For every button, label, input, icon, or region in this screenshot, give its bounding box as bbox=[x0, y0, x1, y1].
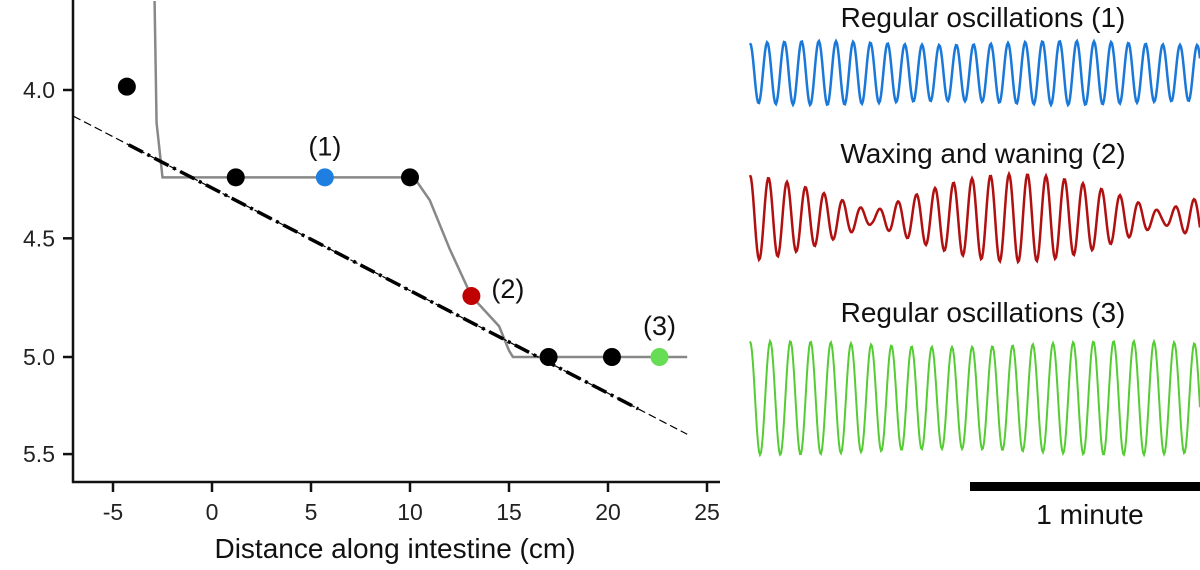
x-tick-label: 25 bbox=[694, 499, 720, 525]
distance-chart: -5 0 5 10 15 20 25 4.0 4.5 5.0 5.5 (1) (2) (3) Dist… bbox=[23, 0, 720, 564]
y-tick-label: 5.5 bbox=[23, 441, 55, 467]
data-point bbox=[401, 168, 419, 187]
dashed-line-thin bbox=[73, 115, 688, 435]
y-tick-label: 4.5 bbox=[23, 225, 55, 251]
data-point bbox=[539, 348, 558, 366]
scale-bar bbox=[970, 482, 1200, 491]
dashed-line-thick bbox=[127, 143, 639, 411]
x-tick-label: 0 bbox=[206, 499, 219, 525]
point-annotation: (1) bbox=[308, 131, 341, 161]
scale-bar-label: 1 minute bbox=[1036, 499, 1143, 530]
trace-regular-3 bbox=[749, 338, 1200, 458]
x-tick-label: 10 bbox=[397, 499, 423, 525]
y-tick-label: 4.0 bbox=[23, 77, 55, 103]
x-tick-label: -5 bbox=[103, 499, 123, 525]
gray-fit-line bbox=[153, 0, 688, 359]
point-annotation: (3) bbox=[643, 311, 676, 341]
trace-regular-1 bbox=[748, 38, 1200, 108]
data-point bbox=[462, 287, 481, 306]
trace-title-1: Regular oscillations (1) bbox=[841, 2, 1126, 33]
point-annotation: (2) bbox=[491, 274, 524, 304]
trace-title-3: Regular oscillations (3) bbox=[841, 297, 1126, 328]
y-tick-label: 5.0 bbox=[23, 344, 55, 370]
data-point bbox=[315, 168, 334, 187]
data-point bbox=[650, 348, 669, 366]
data-point bbox=[602, 348, 621, 366]
trace-panel: Regular oscillations (1) Waxing and wani… bbox=[748, 2, 1200, 530]
x-tick-label: 15 bbox=[496, 499, 522, 525]
trace-title-2: Waxing and waning (2) bbox=[840, 138, 1125, 169]
x-tick-label: 5 bbox=[305, 499, 318, 525]
trace-waxing-waning-2 bbox=[748, 170, 1200, 265]
data-point bbox=[226, 168, 245, 187]
data-point bbox=[117, 77, 136, 96]
x-axis-label: Distance along intestine (cm) bbox=[214, 533, 575, 564]
x-tick-label: 20 bbox=[595, 499, 621, 525]
